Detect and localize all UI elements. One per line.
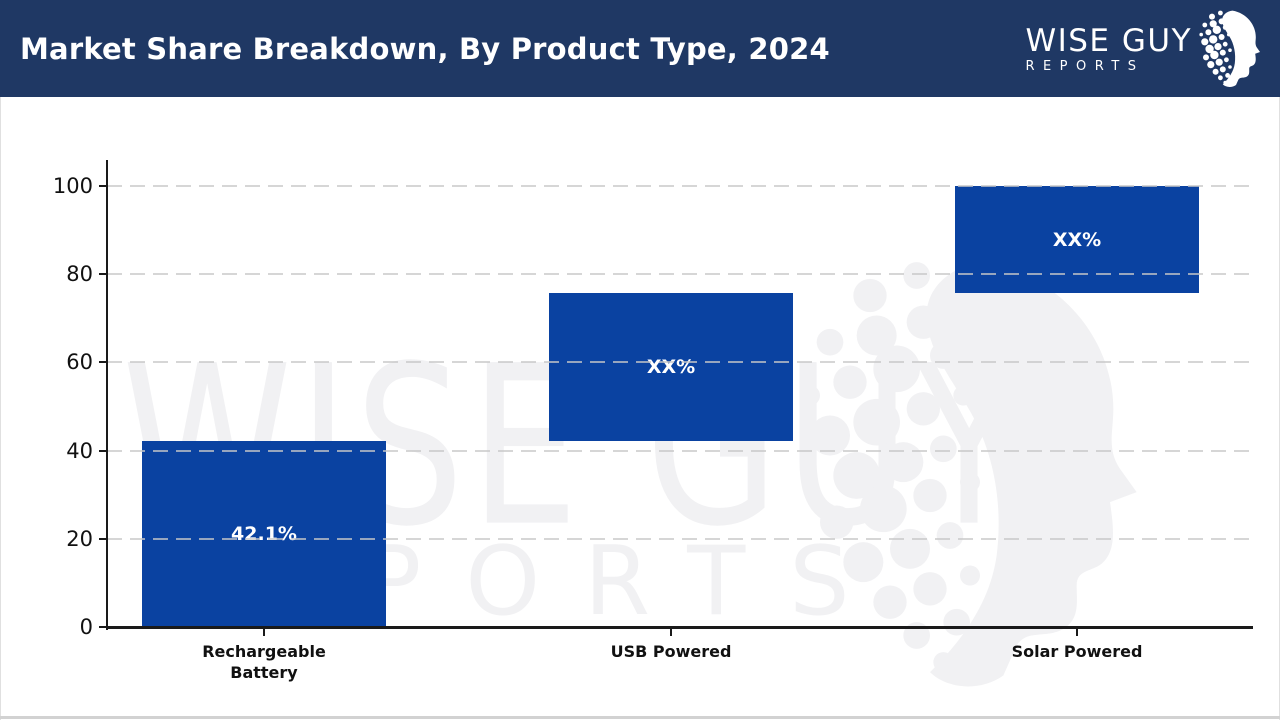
gridline: [107, 449, 1253, 452]
y-tick-mark: [99, 361, 106, 364]
brand-logo: WISE GUY REPORTS: [1025, 6, 1266, 92]
x-category-label: Rechargeable Battery: [202, 642, 326, 682]
bar-value-label: XX%: [1052, 228, 1102, 251]
plot-area: WISE GUY REPORTS 42.1% XX% XX% 0 20 40 60 80 10…: [0, 97, 1280, 720]
x-category-label: USB Powered: [610, 642, 732, 661]
bar-value-label: 42.1%: [231, 523, 297, 546]
bar-segment: XX%: [955, 186, 1199, 294]
gridline: [107, 361, 1253, 364]
frame-border-left: [0, 97, 1, 720]
y-tick-mark: [99, 537, 106, 540]
page-title: Market Share Breakdown, By Product Type,…: [20, 31, 830, 66]
frame-border-bottom: [0, 716, 1280, 719]
x-category-label: Solar Powered: [1011, 642, 1143, 661]
gridline: [107, 537, 1253, 540]
y-tick-label: 0: [79, 615, 93, 639]
brand-subtext: REPORTS: [1025, 59, 1145, 75]
logo-face-icon: [1199, 10, 1260, 87]
y-tick-label: 80: [66, 262, 93, 287]
bar-segment: XX%: [549, 293, 793, 442]
gridline: [107, 273, 1253, 276]
y-tick-label: 60: [66, 350, 93, 375]
gridline: [107, 185, 1253, 187]
brand-logo-text: WISE GUY REPORTS: [1025, 24, 1192, 74]
header-bar: Market Share Breakdown, By Product Type,…: [0, 0, 1280, 97]
y-tick-mark: [99, 626, 106, 628]
bar-value-label: XX%: [646, 356, 696, 379]
y-tick-mark: [99, 273, 106, 276]
watermark-face-icon: [800, 262, 1137, 687]
x-tick-mark: [263, 629, 265, 636]
y-tick-label: 100: [52, 174, 93, 198]
x-tick-mark: [670, 629, 672, 636]
y-axis-line: [106, 160, 108, 630]
y-tick-label: 20: [66, 526, 93, 551]
y-tick-mark: [99, 449, 106, 452]
bar-segment: 42.1%: [142, 441, 386, 627]
y-tick-label: 40: [66, 438, 93, 463]
x-tick-mark: [1076, 629, 1078, 636]
y-tick-mark: [99, 185, 106, 187]
x-axis-line: [106, 626, 1253, 629]
brand-wordmark: WISE GUY: [1025, 22, 1192, 59]
